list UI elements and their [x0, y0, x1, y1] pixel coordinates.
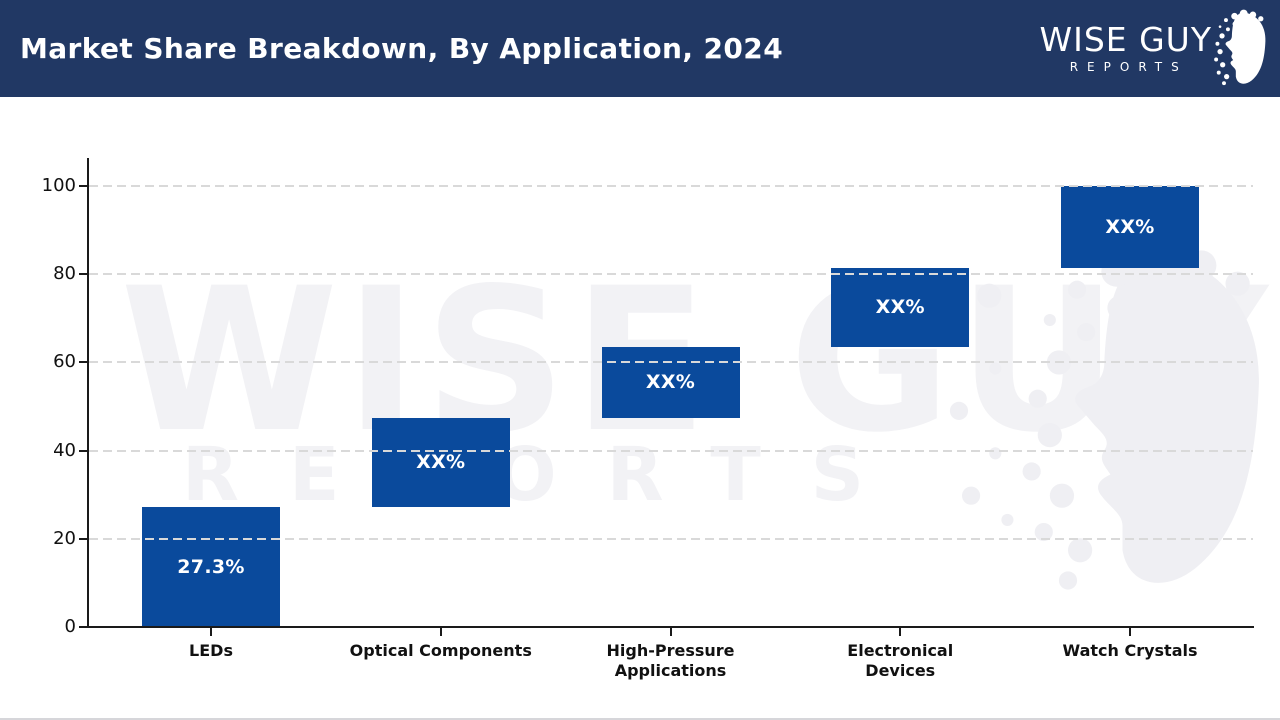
y-tick-label: 40	[53, 439, 76, 461]
header-bar: Market Share Breakdown, By Application, …	[0, 0, 1280, 97]
x-category-label-line: High-Pressure	[606, 641, 735, 660]
gridline	[89, 537, 1253, 540]
y-tick-label: 60	[53, 351, 76, 373]
logo-subtitle: REPORTS	[1069, 60, 1188, 74]
y-tick-label: 80	[53, 263, 76, 285]
x-category-label: Watch Crystals	[1018, 641, 1242, 661]
gridline	[89, 185, 1253, 187]
x-category-label-line: Applications	[614, 661, 727, 680]
x-category-label-line: Watch Crystals	[1062, 641, 1198, 660]
watermark-face-icon	[916, 241, 1259, 590]
y-tick-mark	[79, 273, 87, 276]
bottom-divider	[0, 718, 1280, 720]
y-tick-mark	[79, 537, 87, 540]
wise-guy-logo: WISE GUY REPORTS	[1039, 6, 1270, 92]
x-tick-mark	[669, 628, 672, 636]
x-category-label: Optical Components	[329, 641, 553, 661]
gridline	[89, 449, 1253, 452]
x-category-label: High-Pressure Applications	[559, 641, 783, 681]
y-tick-label: 0	[64, 616, 76, 637]
gridline	[89, 361, 1253, 364]
bar-value-label: 27.3%	[177, 555, 245, 578]
y-tick-mark	[79, 626, 87, 628]
x-tick-mark	[439, 628, 442, 636]
x-category-label-line: Optical Components	[349, 641, 532, 660]
bar-segment: XX%	[1061, 186, 1199, 268]
x-category-label-line: Electronical	[847, 641, 954, 660]
x-category-label: Electronical Devices	[788, 641, 1012, 681]
x-tick-mark	[1129, 628, 1131, 636]
page-title: Market Share Breakdown, By Application, …	[20, 32, 784, 65]
bar-segment: XX%	[601, 346, 740, 418]
y-tick-label: 100	[41, 175, 76, 196]
x-tick-mark	[899, 628, 902, 636]
y-axis-line	[87, 158, 89, 628]
y-tick-label: 20	[53, 527, 76, 549]
bar-value-label: XX%	[1105, 215, 1155, 238]
y-tick-mark	[79, 361, 87, 364]
y-tick-mark	[79, 185, 87, 187]
x-category-label: LEDs	[99, 641, 323, 661]
logo-face-icon	[1214, 9, 1266, 85]
x-tick-mark	[210, 628, 212, 636]
x-category-label-line: LEDs	[189, 641, 233, 660]
bar-value-label: XX%	[875, 296, 925, 319]
x-axis-line	[87, 626, 1254, 628]
bar-segment: 27.3%	[142, 506, 280, 627]
bar-value-label: XX%	[416, 451, 466, 474]
bar-segment: XX%	[831, 267, 970, 347]
y-tick-mark	[79, 449, 87, 452]
bar-segment: XX%	[371, 417, 510, 507]
logo-wordmark: WISE GUY	[1039, 20, 1212, 59]
logo-text: WISE GUY REPORTS	[1039, 23, 1212, 74]
x-category-label-line: Devices	[865, 661, 936, 680]
gridline	[89, 273, 1253, 276]
bar-value-label: XX%	[645, 371, 696, 394]
